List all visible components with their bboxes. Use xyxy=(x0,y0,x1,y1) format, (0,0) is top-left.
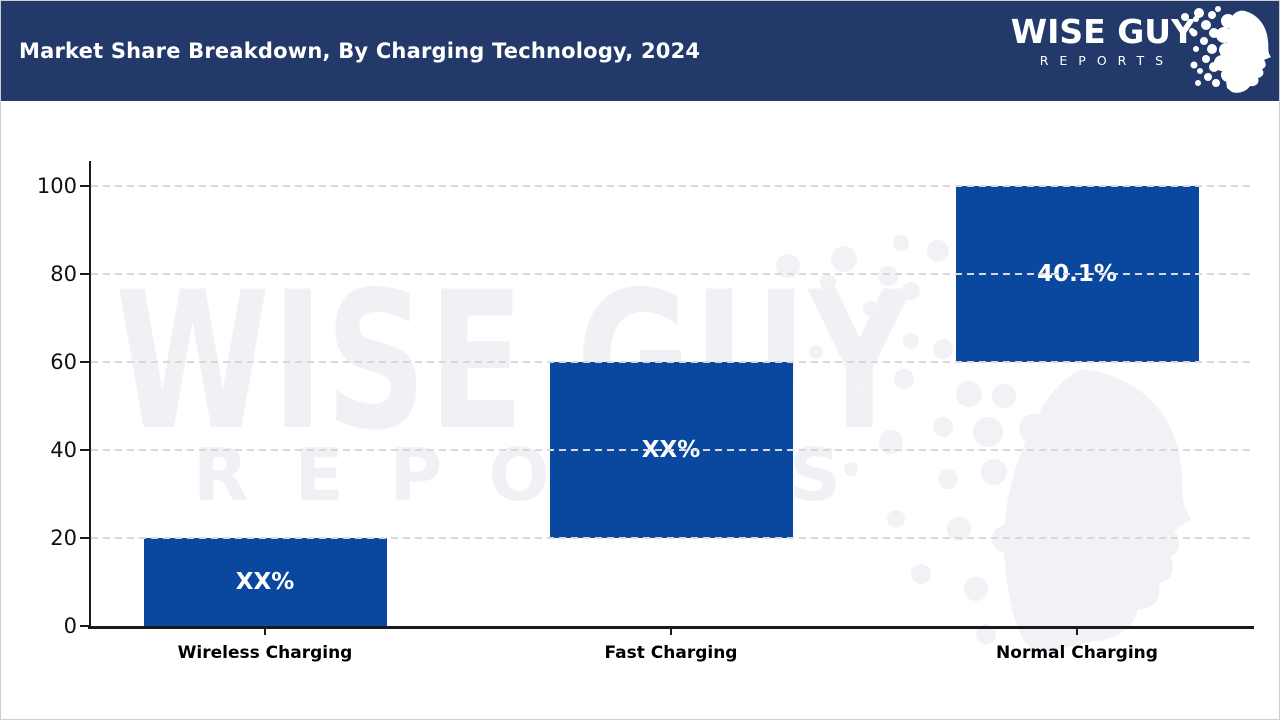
bar-value-label: XX% xyxy=(235,569,295,595)
x-tick-mark xyxy=(670,628,672,635)
gridline-100 xyxy=(91,185,1254,187)
y-tick-mark xyxy=(80,537,89,539)
x-category-label: Normal Charging xyxy=(996,643,1158,663)
gridline-20 xyxy=(91,537,1254,539)
y-tick-mark xyxy=(80,273,89,275)
y-tick-mark xyxy=(80,625,89,627)
y-tick-mark xyxy=(80,449,89,451)
gridline-60 xyxy=(91,361,1254,363)
x-axis-spine xyxy=(88,626,1254,629)
header: Market Share Breakdown, By Charging Tech… xyxy=(1,1,1279,101)
page-title: Market Share Breakdown, By Charging Tech… xyxy=(19,39,701,63)
wiseguy-logo: WISE GUY REPORTS xyxy=(1011,6,1271,95)
gridline-40 xyxy=(91,449,1254,451)
bar-wireless-charging: XX% xyxy=(143,538,387,626)
gridline-80 xyxy=(91,273,1254,275)
y-tick-label: 0 xyxy=(63,614,77,638)
y-tick-mark xyxy=(80,361,89,363)
y-axis-spine xyxy=(89,161,91,629)
y-tick-label: 60 xyxy=(50,350,77,374)
x-tick-mark xyxy=(264,628,266,635)
y-tick-label: 100 xyxy=(36,174,77,198)
y-tick-label: 20 xyxy=(50,526,77,550)
y-tick-mark xyxy=(80,185,89,187)
logo-wordmark: WISE GUY xyxy=(1010,12,1195,51)
x-tick-mark xyxy=(1076,628,1078,635)
logo-text: WISE GUY REPORTS xyxy=(1011,15,1195,68)
logo-tagline: REPORTS xyxy=(1039,53,1175,68)
x-category-label: Fast Charging xyxy=(604,643,738,663)
y-tick-label: 40 xyxy=(50,438,77,462)
x-category-label: Wireless Charging xyxy=(177,643,353,663)
y-tick-label: 80 xyxy=(50,262,77,286)
logo-head-icon xyxy=(1181,6,1271,93)
